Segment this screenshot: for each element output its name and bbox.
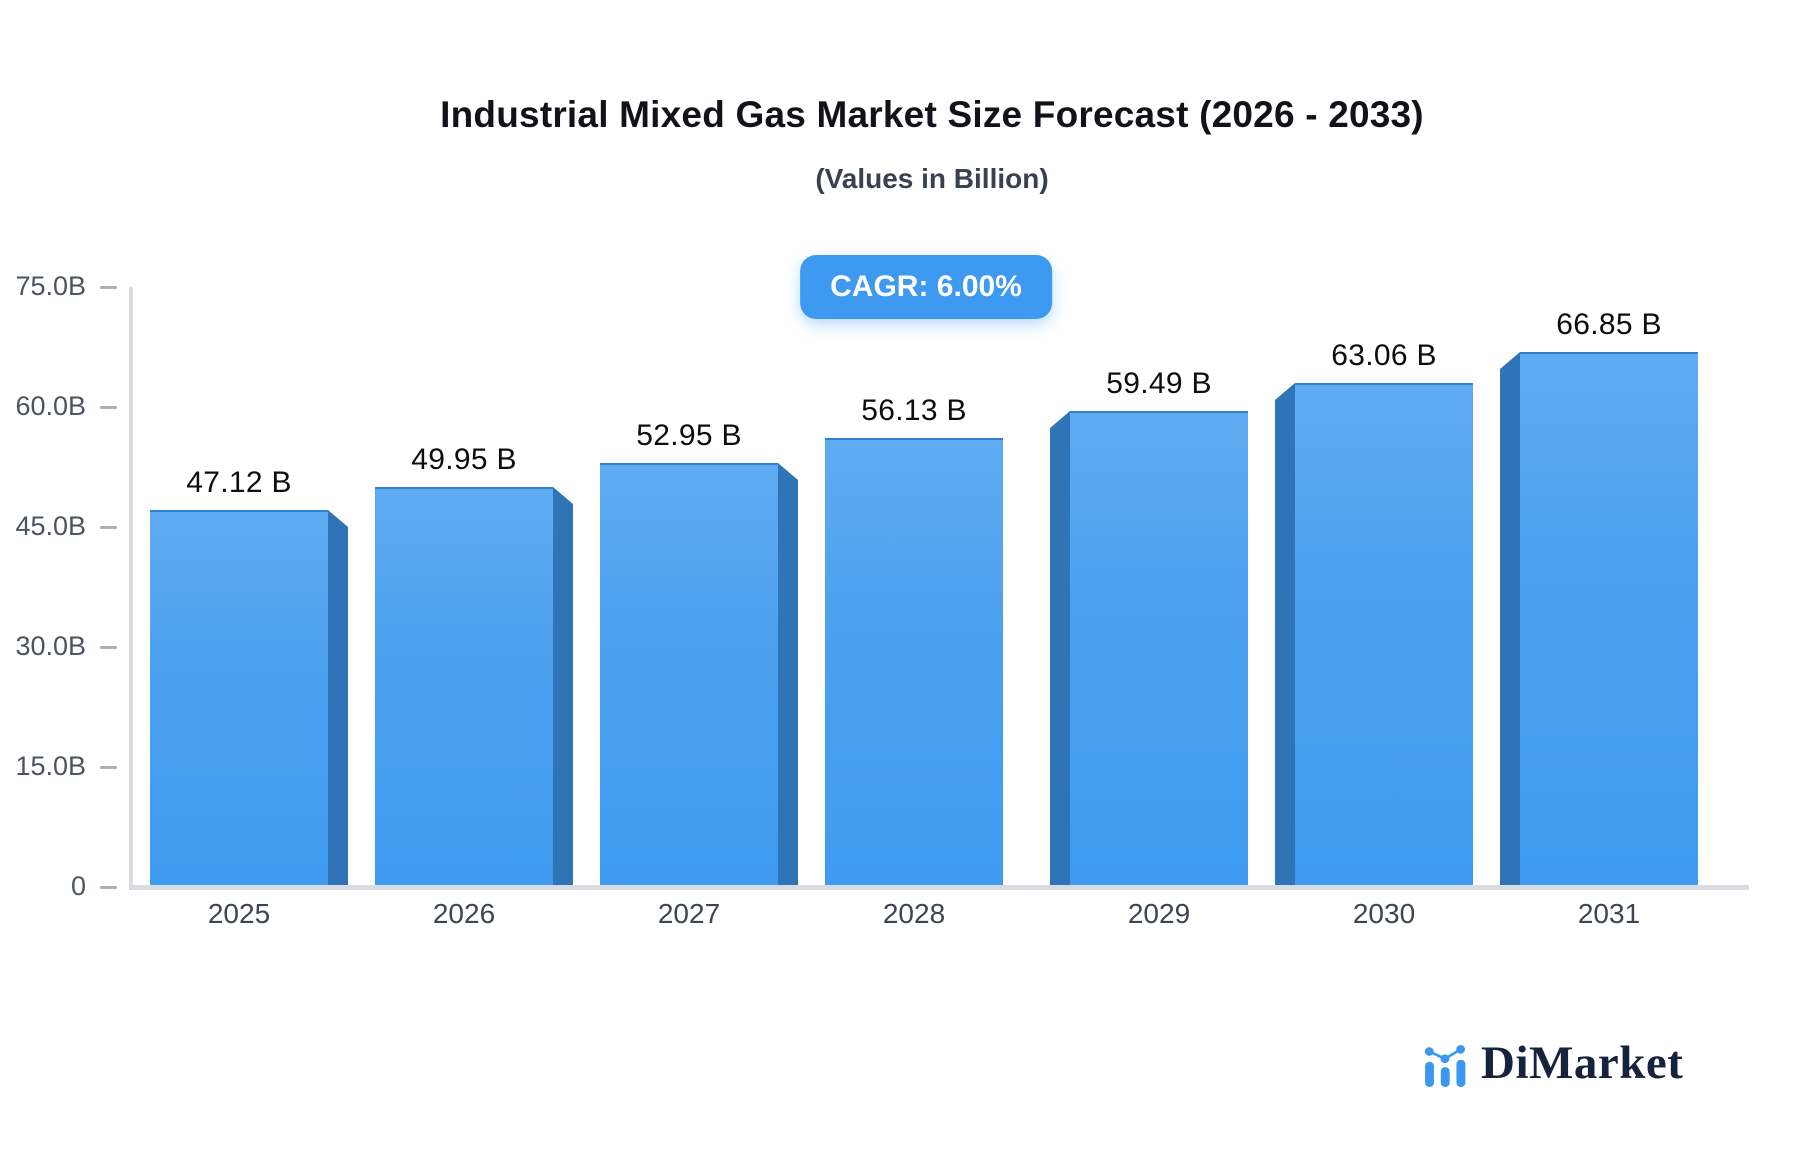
y-tick-mark: [100, 525, 117, 529]
y-tick-label: 0: [70, 871, 86, 901]
y-tick-label: 15.0B: [15, 751, 86, 781]
bar-3d-side: [778, 463, 798, 885]
cagr-badge: CAGR: 6.00%: [800, 255, 1052, 319]
bar-value-label: 59.49 B: [1106, 367, 1212, 400]
x-axis-line: [129, 885, 1749, 890]
bar-value-label: 52.95 B: [636, 419, 742, 452]
dimarket-logo-text: DiMarket: [1481, 1037, 1684, 1089]
bar: [1520, 352, 1698, 885]
y-tick-mark: [100, 645, 117, 649]
bar: [375, 487, 553, 885]
y-tick-mark: [100, 285, 117, 289]
bar-chart-logo-icon: [1424, 1044, 1466, 1087]
x-axis-label: 2030: [1352, 898, 1416, 929]
bar: [1295, 383, 1473, 885]
bar-value-label: 49.95 B: [411, 443, 517, 476]
bar-3d-side: [328, 510, 348, 885]
y-axis-line: [129, 287, 133, 887]
x-axis-label: 2027: [657, 898, 721, 929]
y-tick-label: 60.0B: [15, 391, 86, 421]
chart-title: Industrial Mixed Gas Market Size Forecas…: [440, 94, 1424, 135]
bar-3d-side: [553, 487, 573, 885]
y-tick-label: 30.0B: [15, 631, 86, 661]
x-axis-label: 2025: [207, 898, 271, 929]
bar-3d-side: [1275, 383, 1295, 885]
bar: [150, 510, 328, 885]
x-axis-label: 2029: [1127, 898, 1191, 929]
y-tick-mark: [100, 765, 117, 769]
y-tick-mark: [100, 885, 117, 889]
bar-value-label: 63.06 B: [1331, 339, 1437, 372]
y-tick-label: 75.0B: [15, 271, 86, 301]
bar-3d-side: [1500, 352, 1520, 885]
x-axis-label: 2028: [882, 898, 946, 929]
y-tick-label: 45.0B: [15, 511, 86, 541]
bar: [600, 463, 778, 885]
bar-value-label: 66.85 B: [1556, 308, 1662, 341]
x-axis-label: 2026: [432, 898, 496, 929]
bar: [1070, 411, 1248, 885]
bar-value-label: 56.13 B: [861, 394, 967, 427]
dimarket-logo: DiMarket: [1423, 1040, 1683, 1087]
y-tick-mark: [100, 405, 117, 409]
bar-3d-side: [1050, 411, 1070, 885]
chart-subtitle: (Values in Billion): [815, 163, 1049, 194]
bar-value-label: 47.12 B: [186, 466, 292, 499]
bar: [825, 438, 1003, 885]
x-axis-label: 2031: [1577, 898, 1641, 929]
